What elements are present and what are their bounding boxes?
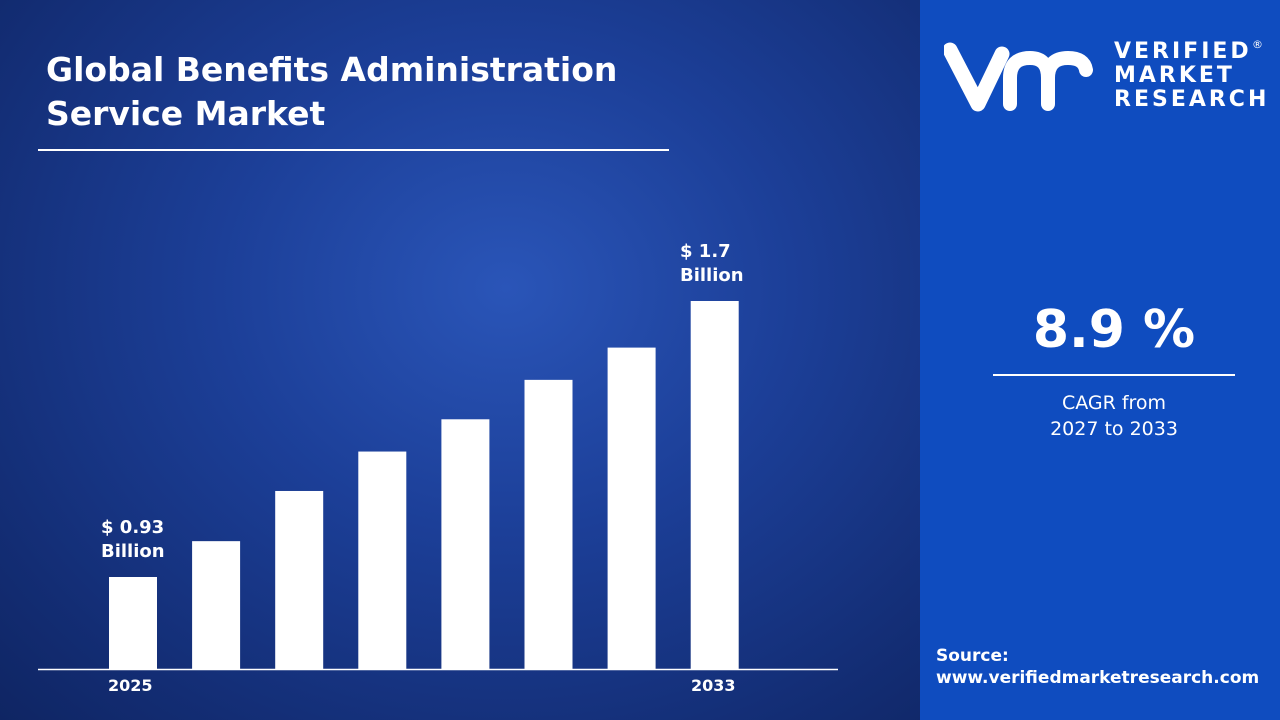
start-value-label: $ 0.93 Billion (101, 517, 165, 562)
cagr-divider (993, 374, 1235, 376)
source: Source: www.verifiedmarketresearch.com (936, 645, 1259, 689)
sidebar-panel (920, 0, 1280, 720)
source-label: Source: (936, 646, 1009, 666)
bar-2031 (607, 347, 656, 669)
bar-2033 (690, 301, 739, 669)
bar-2028 (358, 451, 407, 669)
bar-2030 (524, 379, 573, 669)
source-url[interactable]: www.verifiedmarketresearch.com (936, 668, 1260, 688)
bar-2026 (192, 541, 241, 669)
logo-text: VERIFIED MARKET RESEARCH (1114, 39, 1270, 112)
cagr-value: 8.9 % (1032, 300, 1196, 360)
cagr-label: CAGR from 2027 to 2033 (1050, 392, 1178, 440)
end-value-label: $ 1.7 Billion (680, 241, 744, 286)
bar-chart (38, 301, 838, 671)
x-tick-2033: 2033 (691, 676, 736, 695)
bar-2025 (109, 577, 157, 669)
bar-2029 (441, 419, 490, 669)
vmr-logo-icon (944, 42, 1093, 112)
x-tick-2025: 2025 (108, 676, 153, 695)
page-title: Global Benefits Administration Service M… (46, 50, 618, 133)
registered-mark: ® (1252, 38, 1263, 51)
bar-2027 (275, 490, 324, 669)
title-divider (38, 149, 669, 151)
